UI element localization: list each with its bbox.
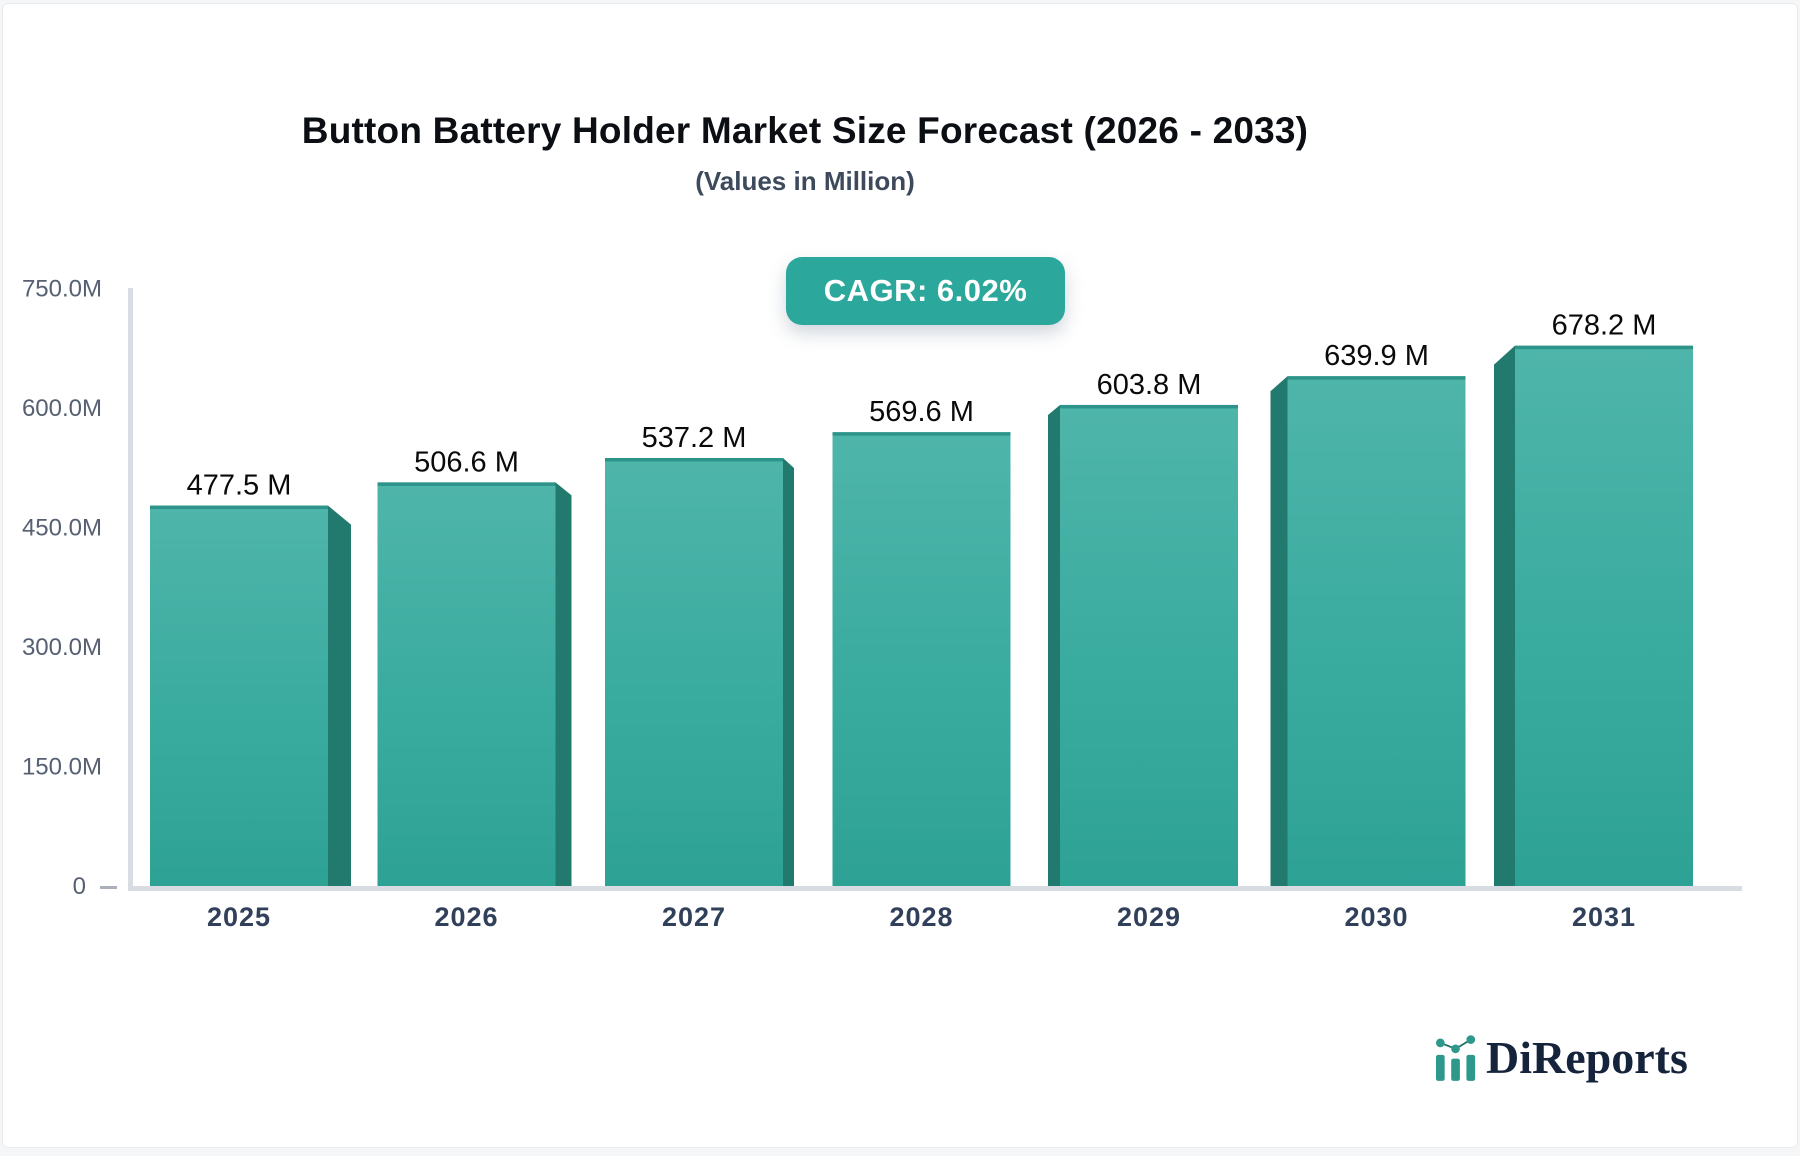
bar-2025-side	[328, 505, 351, 886]
y-tick-label: 600.0M	[22, 395, 102, 422]
bar-2025-top-edge	[150, 505, 328, 510]
bar-2027-top-edge	[605, 458, 783, 462]
bar-2031-top-edge	[1515, 345, 1693, 350]
bar-value-label: 678.2 M	[1552, 310, 1657, 342]
bar-2030-side	[1270, 376, 1288, 886]
bar-value-label: 603.8 M	[1097, 369, 1202, 401]
y-tick-label: 150.0M	[22, 753, 102, 780]
bar-value-label: 477.5 M	[187, 470, 292, 502]
bar-2028-top-edge	[832, 432, 1011, 436]
y-tick-label: 450.0M	[22, 514, 102, 541]
x-tick-label: 2028	[889, 902, 953, 932]
cagr-badge-label: CAGR: 6.02%	[823, 273, 1028, 308]
bar-2031-face	[1515, 345, 1693, 886]
chart-subtitle: (Values in Million)	[695, 166, 915, 196]
y-tick-label: 0	[73, 873, 86, 900]
chart-title: Button Battery Holder Market Size Foreca…	[301, 110, 1309, 151]
x-tick-label: 2031	[1572, 902, 1636, 932]
bar-2027-face	[605, 458, 783, 886]
axes-group	[100, 288, 1742, 891]
x-tick-label: 2029	[1117, 902, 1181, 932]
x-tick-label: 2030	[1344, 902, 1408, 932]
bar-2025-face	[150, 505, 328, 886]
bars-group	[150, 345, 1693, 886]
direports-logo: DiReports	[1433, 1032, 1688, 1082]
x-tick-label: 2027	[662, 902, 726, 932]
bar-2028-face	[832, 432, 1011, 886]
bar-2029-face	[1060, 404, 1238, 886]
y-tick-label: 750.0M	[22, 275, 102, 302]
bar-2030-top-edge	[1287, 376, 1466, 380]
bar-2031-side	[1494, 345, 1515, 886]
bar-2026-face	[377, 482, 556, 886]
bar-value-label: 537.2 M	[642, 422, 747, 454]
x-tick-label: 2025	[207, 902, 271, 932]
y-tick-label: 300.0M	[22, 634, 102, 661]
bar-2029-top-edge	[1060, 404, 1238, 409]
bar-2030-face	[1287, 376, 1466, 886]
bar-2029-side	[1048, 404, 1060, 886]
bar-2026-top-edge	[377, 482, 556, 486]
cagr-badge: CAGR: 6.02%	[786, 257, 1065, 325]
bar-2027-side	[783, 458, 794, 886]
bar-value-label: 506.6 M	[414, 446, 519, 478]
bar-value-label: 569.6 M	[869, 396, 974, 428]
bar-value-label: 639.9 M	[1324, 340, 1429, 372]
x-tick-label: 2026	[434, 902, 498, 932]
direports-logo-text: DiReports	[1486, 1031, 1688, 1083]
direports-logo-icon	[1435, 1035, 1476, 1081]
bar-2026-side	[555, 482, 572, 886]
labels-group: 477.5 M 2025 506.6 M 2026 537.2 M 2027 569.6 M…	[22, 275, 1656, 932]
